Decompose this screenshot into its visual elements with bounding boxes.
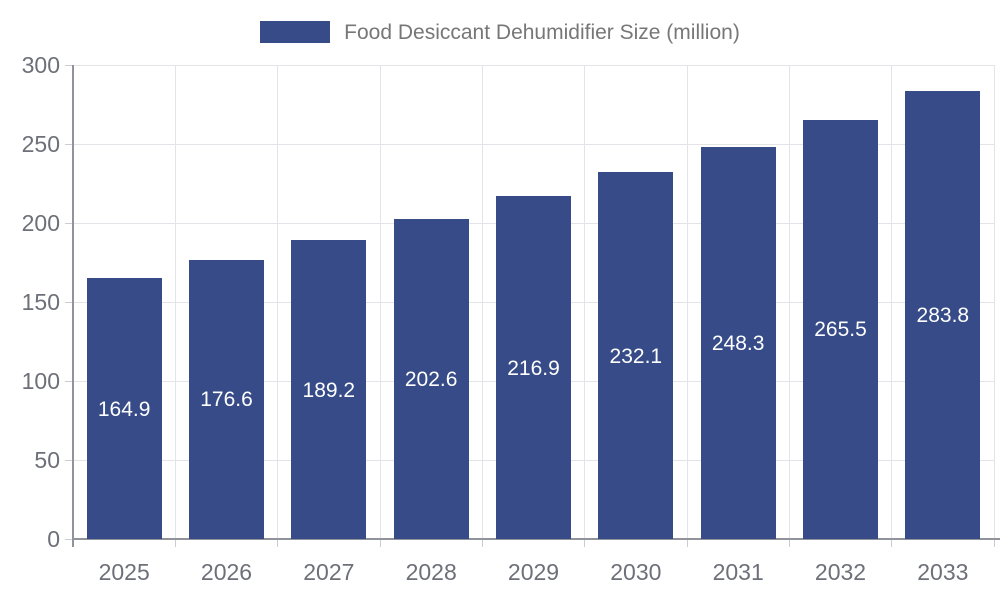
gridline-vertical [277,65,279,539]
x-axis-tick [891,539,893,547]
x-axis-label: 2027 [303,559,355,585]
x-axis-label: 2028 [405,559,457,585]
bar[interactable]: 176.6 [189,259,264,539]
bar[interactable]: 216.9 [496,196,571,539]
bar-value-label: 283.8 [916,303,970,327]
x-axis-label: 2033 [917,559,969,585]
legend-label: Food Desiccant Dehumidifier Size (millio… [344,20,740,44]
x-axis-tick [993,539,995,547]
x-axis-tick [686,539,688,547]
gridline-vertical [174,65,176,539]
y-axis-label: 0 [47,526,60,552]
legend[interactable]: Food Desiccant Dehumidifier Size (millio… [0,18,1000,46]
x-axis-tick [379,539,381,547]
y-axis-tick [65,64,73,66]
x-axis-tick [174,539,176,547]
x-axis-label: 2029 [507,559,560,585]
x-axis-tick [481,539,483,547]
x-axis-tick [584,539,586,547]
bar[interactable]: 265.5 [803,119,878,539]
gridline-vertical [379,65,381,539]
gridline-horizontal [73,143,994,145]
y-axis-label: 200 [21,210,60,236]
y-axis-tick [65,459,73,461]
bar-value-label: 164.9 [97,397,151,421]
bar[interactable]: 189.2 [291,240,367,539]
legend-swatch [260,21,331,43]
bar-value-label: 202.6 [404,367,458,391]
bar-value-label: 176.6 [200,388,253,412]
gridline-vertical [993,65,995,539]
y-axis-tick [65,222,73,224]
y-axis-label: 150 [21,289,60,315]
bar-value-label: 232.1 [609,344,663,368]
bar[interactable]: 248.3 [700,146,776,539]
x-axis-tick [277,539,279,547]
y-axis-tick [65,143,73,145]
gridline-horizontal [73,64,994,66]
bar[interactable]: 232.1 [598,172,674,539]
bar-value-label: 265.5 [814,318,867,342]
y-axis-label: 50 [34,447,60,473]
x-axis-label: 2025 [98,559,150,585]
gridline-vertical [788,65,790,539]
y-axis-line [72,65,74,547]
x-axis-label: 2031 [712,559,764,585]
y-axis-label: 100 [21,368,60,394]
bar-value-label: 216.9 [507,356,560,380]
y-axis-tick [65,380,73,382]
x-axis-line [73,538,1000,540]
bar-value-label: 248.3 [711,331,765,355]
bar[interactable]: 283.8 [905,90,981,539]
y-axis-label: 300 [21,52,60,78]
y-axis-label: 250 [21,131,60,157]
x-axis-tick [788,539,790,547]
x-axis-label: 2030 [610,559,662,585]
gridline-vertical [686,65,688,539]
bar[interactable]: 164.9 [86,278,162,539]
y-axis-tick [65,538,73,540]
gridline-vertical [584,65,586,539]
bar[interactable]: 202.6 [393,218,469,539]
gridline-vertical [891,65,893,539]
x-axis-label: 2026 [200,559,253,585]
gridline-vertical [481,65,483,539]
y-axis-tick [65,301,73,303]
x-axis-label: 2032 [814,559,867,585]
bar-value-label: 189.2 [302,378,356,402]
